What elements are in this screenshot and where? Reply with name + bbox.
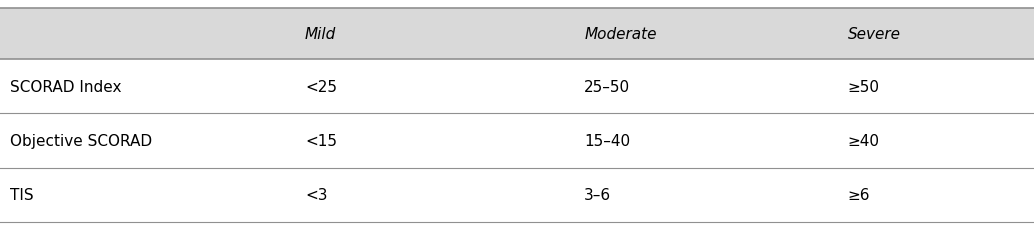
Text: <25: <25	[305, 79, 337, 94]
Text: SCORAD Index: SCORAD Index	[10, 79, 122, 94]
Text: ≥40: ≥40	[848, 134, 880, 148]
Text: TIS: TIS	[10, 187, 34, 202]
Text: 25–50: 25–50	[584, 79, 631, 94]
Text: <15: <15	[305, 134, 337, 148]
Text: Objective SCORAD: Objective SCORAD	[10, 134, 152, 148]
Text: 15–40: 15–40	[584, 134, 631, 148]
Text: Severe: Severe	[848, 27, 901, 42]
Text: Moderate: Moderate	[584, 27, 657, 42]
Bar	[0, 9, 1034, 60]
Text: Mild: Mild	[305, 27, 336, 42]
Text: <3: <3	[305, 187, 328, 202]
Text: 3–6: 3–6	[584, 187, 611, 202]
Text: ≥6: ≥6	[848, 187, 871, 202]
Text: ≥50: ≥50	[848, 79, 880, 94]
